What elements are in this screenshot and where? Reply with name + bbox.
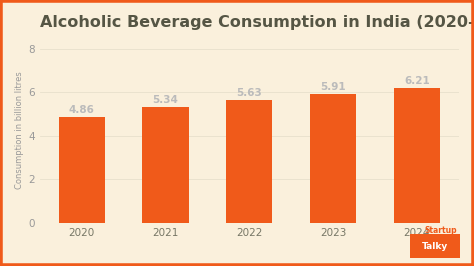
Bar: [143, 107, 189, 223]
Text: Alcoholic Beverage Consumption in India (2020-2024): Alcoholic Beverage Consumption in India …: [40, 15, 474, 30]
Bar: [394, 88, 440, 223]
Text: 6.21: 6.21: [404, 76, 430, 86]
Y-axis label: Consumption in billion litres: Consumption in billion litres: [15, 72, 24, 189]
FancyBboxPatch shape: [407, 233, 463, 259]
Bar: [310, 94, 356, 223]
Bar: [226, 101, 273, 223]
Text: Startup: Startup: [425, 226, 457, 235]
Bar: [59, 117, 105, 223]
Text: 4.86: 4.86: [69, 105, 95, 115]
Text: 5.63: 5.63: [237, 88, 262, 98]
Text: Talky: Talky: [422, 242, 448, 251]
Text: 5.34: 5.34: [153, 95, 179, 105]
Text: 5.91: 5.91: [320, 82, 346, 92]
